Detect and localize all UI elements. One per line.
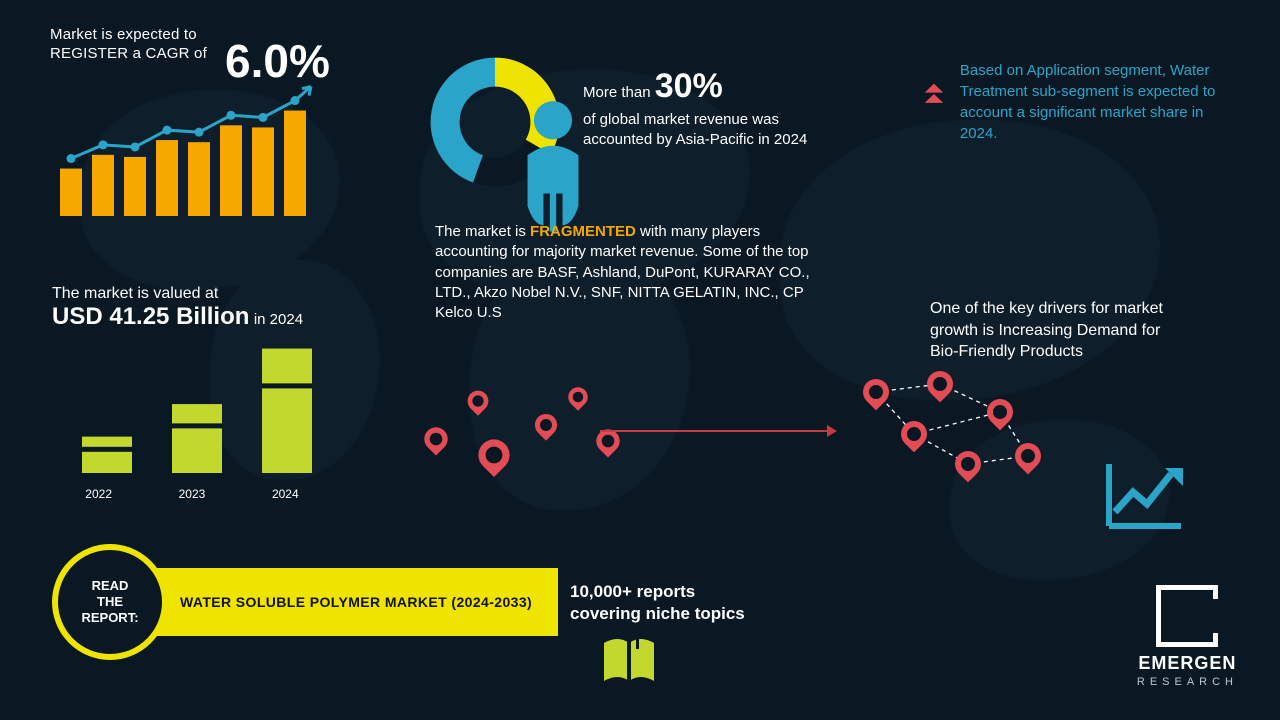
book-icon [600, 635, 658, 685]
valuation-amount: USD 41.25 Billion [52, 303, 249, 330]
map-pins-network [835, 365, 1045, 495]
cagr-lead: Market is expected toREGISTER a CAGR of [50, 26, 207, 64]
donut-30: 30% [655, 67, 723, 105]
yb-2022: 2022 [69, 487, 129, 501]
report-badge: READTHEREPORT: WATER SOLUBLE POLYMER MAR… [52, 544, 558, 660]
donut-chart [425, 52, 565, 192]
fragmented-text: The market is FRAGMENTED with many playe… [435, 222, 825, 323]
person-icon [483, 98, 623, 238]
logo-mark [1156, 585, 1218, 647]
growth-bar-line-chart [52, 80, 317, 220]
year-bars-chart: 2022 2023 2024 [52, 335, 332, 495]
yb-2023: 2023 [162, 487, 222, 501]
valuation-year: in 2024 [254, 311, 303, 328]
reports-line1: 10,000+ reports [570, 581, 745, 603]
logo-name: EMERGEN [1137, 653, 1238, 674]
logo-sub: RESEARCH [1137, 676, 1238, 688]
growth-arrow-icon [1105, 460, 1185, 530]
valuation-block: The market is valued at USD 41.25 Billio… [52, 285, 352, 331]
chevrons-up-icon [924, 60, 944, 130]
valuation-lead: The market is valued at [52, 285, 352, 303]
emergen-logo: EMERGEN RESEARCH [1137, 585, 1238, 688]
reports-count: 10,000+ reports covering niche topics [570, 581, 745, 625]
app-segment-text: Based on Application segment, Water Trea… [960, 60, 1234, 144]
donut-block: More than 30% of global market revenue w… [425, 52, 813, 192]
report-circle: READTHEREPORT: [52, 544, 168, 660]
driver-text: One of the key drivers for market growth… [930, 298, 1190, 363]
report-banner: WATER SOLUBLE POLYMER MARKET (2024-2033) [114, 568, 558, 636]
reports-line2: covering niche topics [570, 603, 745, 625]
yb-2024: 2024 [255, 487, 315, 501]
frag-pre: The market is [435, 223, 530, 240]
flow-arrow [600, 430, 835, 432]
frag-hi: FRAGMENTED [530, 223, 636, 240]
app-segment-block: Based on Application segment, Water Trea… [924, 60, 1234, 144]
cagr-block: Market is expected toREGISTER a CAGR of … [50, 26, 207, 64]
